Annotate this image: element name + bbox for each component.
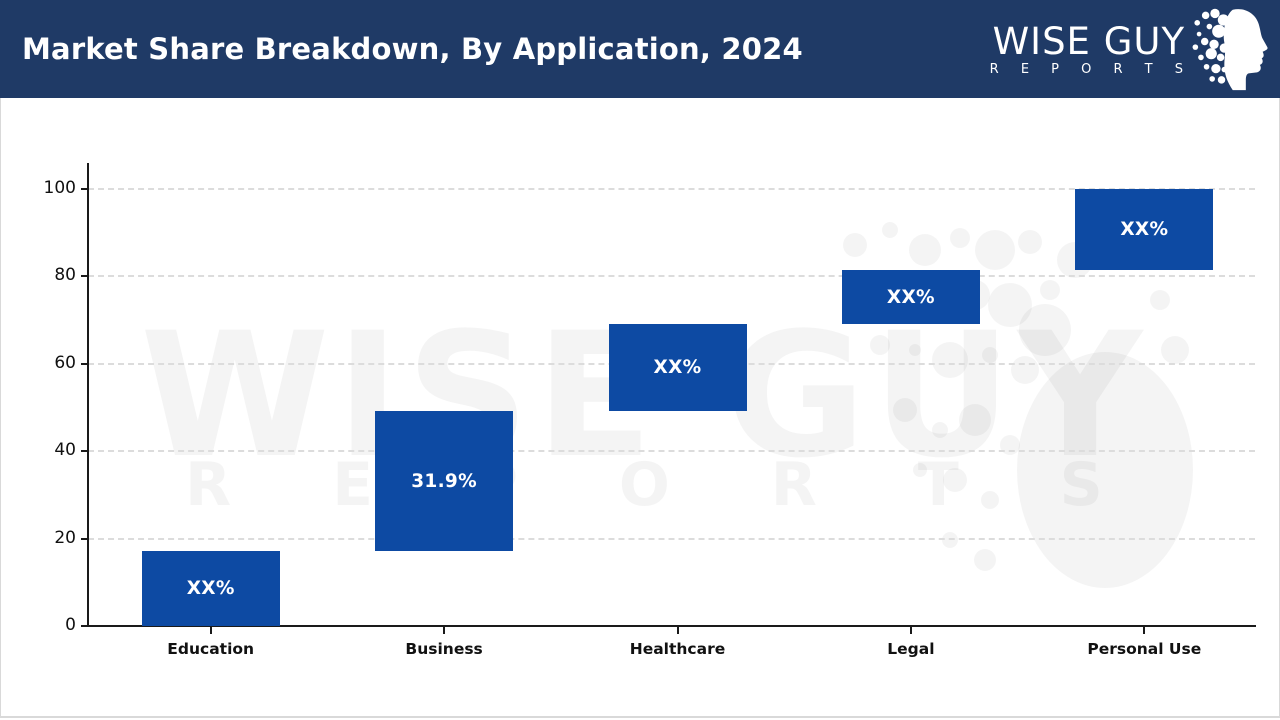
gridline bbox=[88, 450, 1255, 453]
y-axis-tick bbox=[81, 625, 88, 627]
y-tick-label: 60 bbox=[54, 352, 76, 373]
logo-subtitle: R E P O R T S bbox=[989, 61, 1192, 77]
y-axis-tick bbox=[81, 450, 88, 453]
y-axis-tick bbox=[81, 362, 88, 365]
bar-personal-use: XX% bbox=[1075, 189, 1214, 270]
x-axis-label: Personal Use bbox=[1087, 640, 1202, 658]
bar-value-label: XX% bbox=[653, 357, 702, 379]
x-axis bbox=[87, 625, 1256, 627]
y-tick-label: 40 bbox=[54, 440, 76, 461]
y-tick-label: 0 bbox=[65, 615, 76, 635]
bar-healthcare: XX% bbox=[608, 324, 747, 412]
x-axis-tick bbox=[209, 627, 212, 634]
wiseguy-logo-text: WISE GUY R E P O R T S bbox=[986, 23, 1192, 76]
y-axis-tick bbox=[81, 188, 88, 190]
bar-legal: XX% bbox=[841, 269, 980, 325]
x-axis-label: Legal bbox=[887, 640, 935, 658]
x-axis-tick bbox=[443, 627, 446, 634]
bar-education: XX% bbox=[141, 550, 280, 626]
x-axis-label: Education bbox=[167, 640, 255, 658]
figure-bottom-border bbox=[0, 716, 1280, 718]
y-axis-tick bbox=[81, 537, 88, 540]
gridline bbox=[88, 188, 1255, 190]
bar-business: 31.9% bbox=[375, 411, 514, 551]
bar-value-label: XX% bbox=[1120, 218, 1169, 240]
y-tick-label: 100 bbox=[43, 178, 76, 198]
bar-value-label: 31.9% bbox=[411, 470, 477, 492]
x-axis-tick bbox=[676, 627, 679, 634]
logo-wordmark: WISE GUY bbox=[992, 19, 1186, 63]
y-tick-label: 20 bbox=[54, 527, 76, 548]
x-axis-label: Business bbox=[405, 640, 483, 658]
wiseguy-logo: WISE GUY R E P O R T S bbox=[986, 5, 1280, 93]
y-tick-label: 80 bbox=[54, 265, 76, 286]
x-axis-label: Healthcare bbox=[629, 640, 726, 658]
bar-value-label: XX% bbox=[186, 577, 235, 599]
x-axis-tick bbox=[909, 627, 912, 634]
gridline bbox=[88, 275, 1255, 278]
header-bar: Market Share Breakdown, By Application, … bbox=[0, 0, 1280, 98]
page-title: Market Share Breakdown, By Application, … bbox=[22, 32, 803, 66]
x-axis-tick bbox=[1143, 627, 1146, 634]
bar-value-label: XX% bbox=[886, 286, 935, 308]
gridline bbox=[88, 537, 1255, 540]
y-axis-tick bbox=[81, 275, 88, 278]
y-axis bbox=[87, 163, 89, 626]
wiseguy-face-icon bbox=[1192, 8, 1268, 91]
